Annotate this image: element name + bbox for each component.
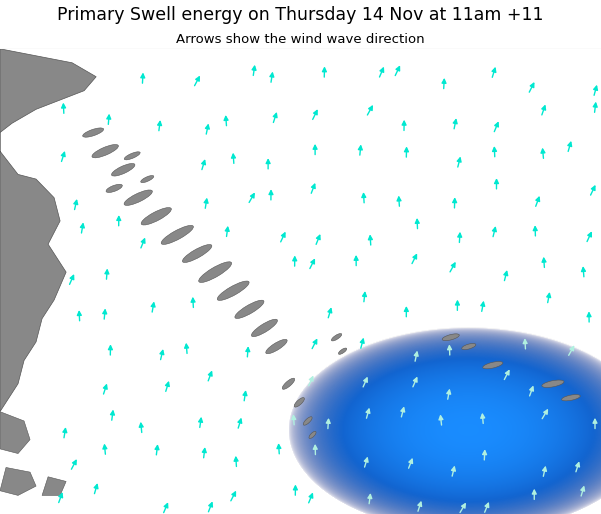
Ellipse shape <box>309 431 316 438</box>
Ellipse shape <box>124 190 153 206</box>
Ellipse shape <box>561 395 581 401</box>
Ellipse shape <box>282 378 294 389</box>
Ellipse shape <box>251 319 278 337</box>
Ellipse shape <box>331 334 342 341</box>
Ellipse shape <box>92 144 118 158</box>
Ellipse shape <box>235 300 264 319</box>
Text: Primary Swell energy on Thursday 14 Nov at 11am +11: Primary Swell energy on Thursday 14 Nov … <box>57 6 544 24</box>
Ellipse shape <box>83 128 103 137</box>
Ellipse shape <box>112 163 135 176</box>
Ellipse shape <box>141 175 154 182</box>
Polygon shape <box>0 49 66 412</box>
Ellipse shape <box>199 262 231 283</box>
Ellipse shape <box>338 348 347 354</box>
Ellipse shape <box>442 334 459 341</box>
Polygon shape <box>42 477 66 495</box>
Ellipse shape <box>462 343 476 350</box>
Ellipse shape <box>266 339 287 354</box>
Ellipse shape <box>106 185 123 192</box>
Ellipse shape <box>161 225 194 245</box>
Polygon shape <box>0 412 30 453</box>
Ellipse shape <box>124 152 140 160</box>
Ellipse shape <box>304 417 312 425</box>
Polygon shape <box>0 49 96 133</box>
Ellipse shape <box>483 361 503 369</box>
Ellipse shape <box>217 281 249 300</box>
Ellipse shape <box>294 398 304 407</box>
Ellipse shape <box>141 208 171 225</box>
Ellipse shape <box>542 380 564 388</box>
Polygon shape <box>0 468 36 495</box>
Text: Arrows show the wind wave direction: Arrows show the wind wave direction <box>176 32 425 46</box>
Ellipse shape <box>183 245 212 263</box>
